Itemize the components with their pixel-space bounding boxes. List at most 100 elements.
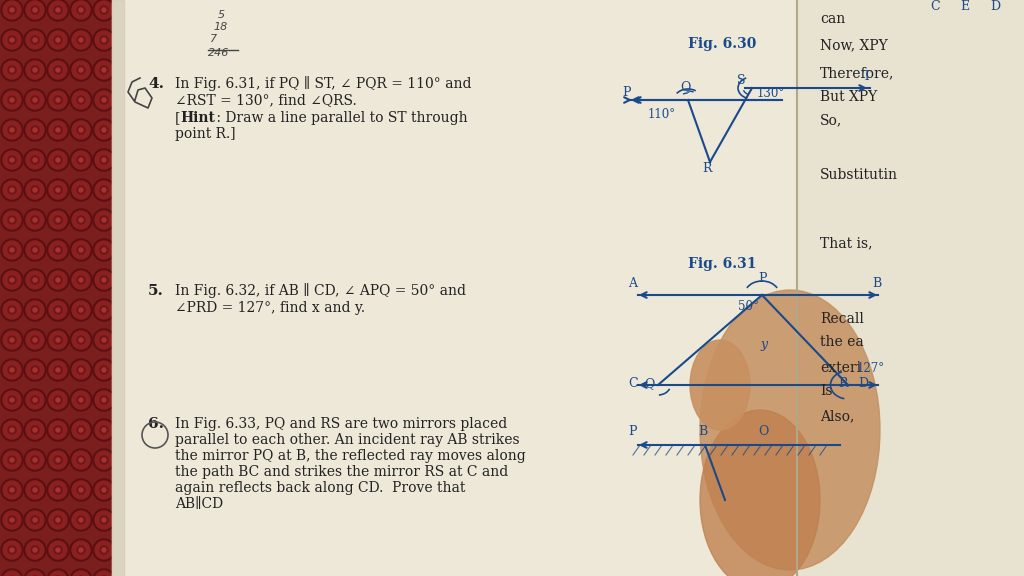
Circle shape <box>79 218 83 222</box>
Circle shape <box>100 126 108 134</box>
Circle shape <box>24 329 46 351</box>
Text: Q: Q <box>644 377 654 390</box>
Circle shape <box>77 306 85 314</box>
Circle shape <box>47 0 69 21</box>
Circle shape <box>10 158 14 162</box>
Circle shape <box>77 546 85 554</box>
Circle shape <box>31 156 39 164</box>
Circle shape <box>1 149 23 171</box>
Circle shape <box>33 158 37 162</box>
Bar <box>112 0 124 576</box>
Circle shape <box>79 518 83 522</box>
Circle shape <box>70 29 92 51</box>
Circle shape <box>33 428 37 432</box>
Circle shape <box>72 31 90 49</box>
Circle shape <box>56 158 60 162</box>
Circle shape <box>10 8 14 12</box>
Circle shape <box>77 426 85 434</box>
Circle shape <box>26 481 44 499</box>
Circle shape <box>31 216 39 224</box>
Circle shape <box>77 36 85 44</box>
Circle shape <box>10 248 14 252</box>
Circle shape <box>1 329 23 351</box>
Circle shape <box>56 128 60 132</box>
Circle shape <box>56 398 60 402</box>
Circle shape <box>24 389 46 411</box>
Circle shape <box>102 128 106 132</box>
Circle shape <box>49 541 67 559</box>
Circle shape <box>72 271 90 289</box>
Circle shape <box>93 329 115 351</box>
Circle shape <box>31 486 39 494</box>
Circle shape <box>100 66 108 74</box>
Circle shape <box>79 98 83 102</box>
Circle shape <box>47 179 69 201</box>
Circle shape <box>72 1 90 19</box>
Circle shape <box>95 391 113 409</box>
Circle shape <box>95 1 113 19</box>
Circle shape <box>3 331 22 349</box>
Circle shape <box>79 188 83 192</box>
Text: So,: So, <box>820 113 843 127</box>
Circle shape <box>33 8 37 12</box>
Circle shape <box>47 479 69 501</box>
Circle shape <box>77 456 85 464</box>
Circle shape <box>70 509 92 531</box>
Circle shape <box>47 539 69 561</box>
Circle shape <box>79 398 83 402</box>
Circle shape <box>56 98 60 102</box>
Circle shape <box>47 209 69 231</box>
Text: Also,: Also, <box>820 410 854 423</box>
Text: D: D <box>858 377 868 390</box>
Circle shape <box>79 38 83 42</box>
Circle shape <box>10 368 14 372</box>
Circle shape <box>10 218 14 222</box>
Text: But XPY: But XPY <box>820 90 878 104</box>
Circle shape <box>70 419 92 441</box>
Circle shape <box>102 518 106 522</box>
Circle shape <box>77 96 85 104</box>
Text: T: T <box>863 70 871 83</box>
Circle shape <box>3 271 22 289</box>
Circle shape <box>54 186 62 194</box>
Circle shape <box>93 479 115 501</box>
Text: AB∥CD: AB∥CD <box>175 497 223 511</box>
Circle shape <box>8 66 16 74</box>
Text: In Fig. 6.31, if PQ ∥ ST, ∠ PQR = 110° and: In Fig. 6.31, if PQ ∥ ST, ∠ PQR = 110° a… <box>175 76 471 91</box>
Circle shape <box>31 366 39 374</box>
Circle shape <box>49 271 67 289</box>
Circle shape <box>31 36 39 44</box>
Circle shape <box>31 306 39 314</box>
Circle shape <box>100 306 108 314</box>
Circle shape <box>3 181 22 199</box>
Circle shape <box>1 449 23 471</box>
Circle shape <box>77 246 85 254</box>
Circle shape <box>70 89 92 111</box>
Circle shape <box>54 546 62 554</box>
Circle shape <box>79 248 83 252</box>
Circle shape <box>26 1 44 19</box>
Circle shape <box>1 59 23 81</box>
Circle shape <box>10 98 14 102</box>
Text: R: R <box>702 162 712 175</box>
Circle shape <box>24 89 46 111</box>
Circle shape <box>33 368 37 372</box>
Text: 7: 7 <box>210 34 217 44</box>
Circle shape <box>56 428 60 432</box>
Circle shape <box>102 38 106 42</box>
Circle shape <box>26 391 44 409</box>
Circle shape <box>3 361 22 379</box>
Circle shape <box>10 398 14 402</box>
Circle shape <box>3 31 22 49</box>
Circle shape <box>95 511 113 529</box>
Circle shape <box>8 336 16 344</box>
Text: Fig. 6.30: Fig. 6.30 <box>688 37 756 51</box>
Text: 50°: 50° <box>738 300 759 313</box>
Circle shape <box>24 419 46 441</box>
Circle shape <box>93 269 115 291</box>
Circle shape <box>54 126 62 134</box>
Circle shape <box>54 426 62 434</box>
Circle shape <box>70 119 92 141</box>
Circle shape <box>49 331 67 349</box>
Circle shape <box>49 391 67 409</box>
